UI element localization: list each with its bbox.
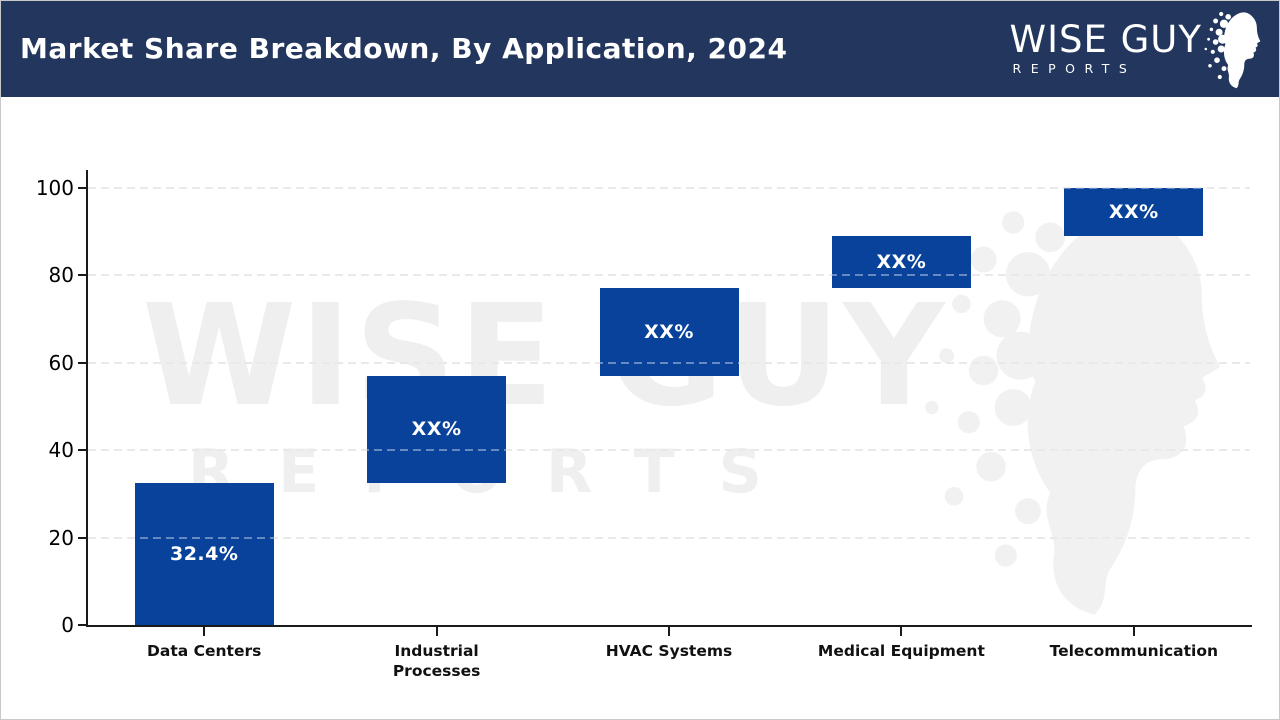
x-tick — [435, 627, 438, 636]
y-tick-label: 40 — [48, 438, 74, 462]
y-tick — [78, 624, 86, 626]
x-tick — [668, 627, 670, 636]
bar: XX% — [1064, 187, 1204, 236]
gridline-overlay — [88, 449, 1250, 451]
y-tick — [78, 361, 86, 364]
y-tick — [78, 274, 86, 276]
x-axis-label: Data Centers — [147, 642, 262, 660]
y-tick-label: 0 — [61, 613, 74, 637]
bar: XX% — [367, 375, 507, 484]
gridline-overlay — [88, 274, 1250, 276]
y-tick — [78, 536, 86, 539]
gridline — [88, 186, 1250, 189]
gridline — [88, 536, 1250, 539]
gridline — [88, 449, 1250, 451]
gridline-overlay — [88, 361, 1250, 364]
x-tick — [203, 627, 206, 636]
y-tick — [78, 186, 86, 189]
y-tick-label: 60 — [48, 350, 74, 375]
x-axis-label: Industrial Processes — [392, 642, 481, 681]
bar-value-label: XX% — [1108, 200, 1159, 223]
logo-subtext: REPORTS — [1012, 61, 1137, 76]
watermark-wordmark: WISE GUY — [142, 275, 948, 438]
bar: 32.4% — [134, 483, 274, 625]
bar-value-label: XX% — [876, 250, 927, 273]
x-axis-spine — [86, 625, 1252, 627]
logo-face-icon — [1204, 11, 1261, 88]
logo-text: WISE GUY REPORTS — [1010, 21, 1202, 76]
y-tick-label: 80 — [48, 263, 74, 287]
wise-guy-logo: WISE GUY REPORTS — [1010, 6, 1280, 92]
y-tick-label: 100 — [35, 175, 74, 200]
x-tick — [1132, 627, 1135, 636]
gridline — [88, 274, 1250, 276]
x-axis-label: Medical Equipment — [817, 642, 985, 660]
header: Market Share Breakdown, By Application, … — [0, 0, 1280, 97]
page-title: Market Share Breakdown, By Application, … — [20, 32, 788, 65]
bar-value-label: 32.4% — [169, 543, 239, 566]
x-axis-label: Telecommunication — [1049, 642, 1219, 660]
y-tick-label: 20 — [48, 525, 74, 550]
gridline-overlay — [88, 186, 1250, 189]
y-axis-spine — [86, 170, 88, 627]
x-tick — [900, 627, 903, 636]
bar: XX% — [831, 235, 971, 289]
logo-wordmark: WISE GUY — [1009, 18, 1202, 61]
bar-value-label: XX% — [644, 320, 694, 343]
bar-value-label: XX% — [411, 418, 462, 441]
x-axis-label: HVAC Systems — [605, 642, 733, 660]
gridline-overlay — [88, 536, 1250, 539]
bar: XX% — [599, 288, 739, 376]
y-tick — [78, 449, 86, 451]
